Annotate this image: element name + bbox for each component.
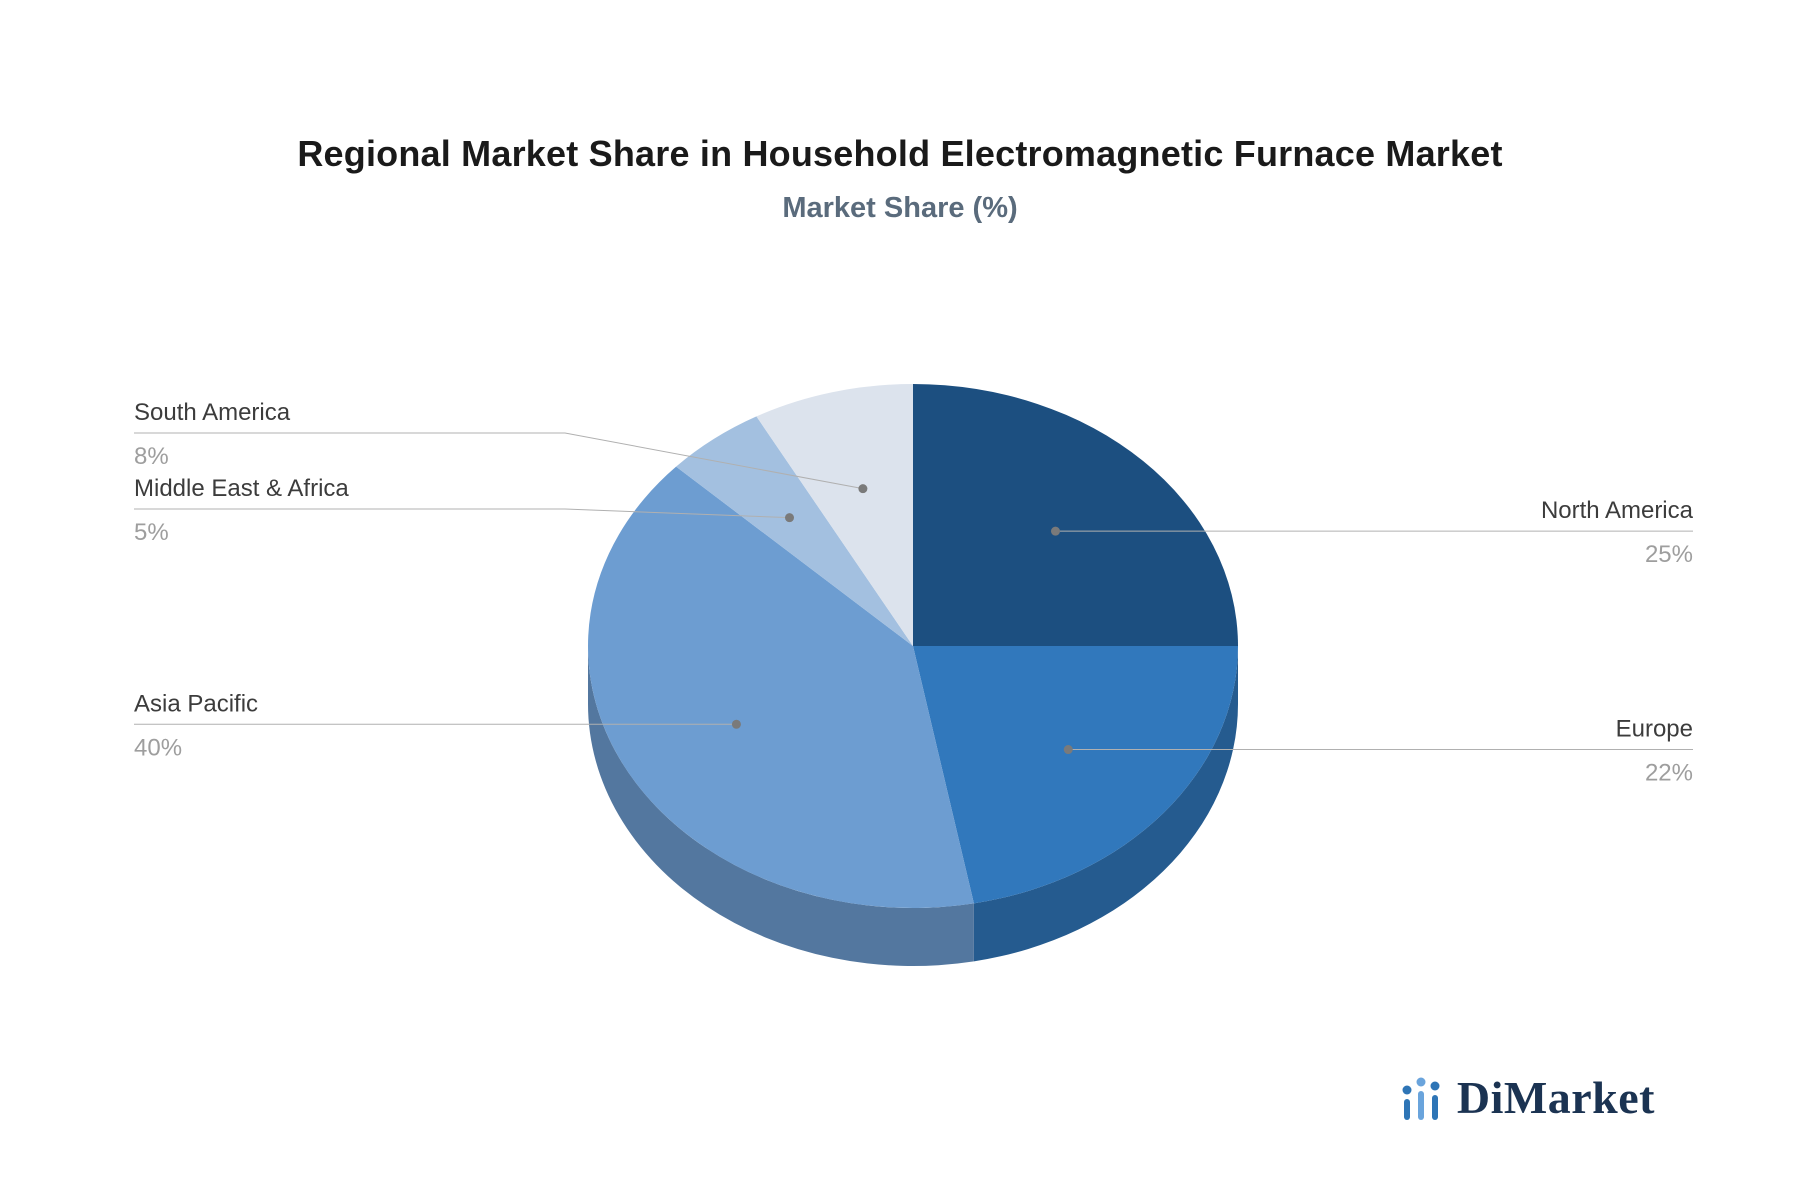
slice-label-middle-east-africa: Middle East & Africa: [134, 475, 349, 502]
leader-dot-north-america: [1050, 526, 1060, 536]
pie-slice-asia-pacific[interactable]: [588, 466, 974, 908]
logo-dot-right: [1430, 1081, 1440, 1091]
leader-dot-south-america: [858, 484, 868, 494]
logo-bar-right: [1431, 1095, 1438, 1120]
slice-label-north-america: North America: [1541, 497, 1694, 524]
mini-bar-chart-icon: [1402, 1077, 1440, 1120]
slice-value-middle-east-africa: 5%: [134, 519, 169, 546]
pie-slice-depth-asia-pacific: [588, 646, 974, 967]
chart-subtitle: Market Share (%): [782, 192, 1018, 224]
pie-slice-middle-east-africa[interactable]: [676, 416, 913, 646]
leader-dot-middle-east-africa: [785, 513, 794, 523]
brand-logo: DiMarket: [1401, 1070, 1655, 1124]
pie-slice-depth-europe: [973, 646, 1238, 962]
leader-line-south-america: [134, 432, 863, 490]
slice-label-asia-pacific: Asia Pacific: [134, 690, 258, 717]
leader-line-middle-east-africa: [134, 508, 790, 519]
leader-dot-europe: [1063, 745, 1073, 755]
pie-slice-south-america[interactable]: [756, 384, 913, 646]
chart-title: Regional Market Share in Household Elect…: [297, 133, 1503, 174]
slice-label-south-america: South America: [134, 399, 291, 426]
logo-dot-middle: [1416, 1077, 1426, 1087]
slice-label-europe: Europe: [1616, 716, 1693, 743]
pie-slice-north-america[interactable]: [913, 384, 1238, 646]
brand-name: DiMarket: [1456, 1071, 1655, 1123]
logo-dot-left: [1402, 1085, 1412, 1095]
slice-value-europe: 22%: [1645, 760, 1693, 787]
logo-bar-left: [1403, 1099, 1410, 1120]
leader-dot-asia-pacific: [731, 719, 741, 729]
pie-slice-europe[interactable]: [913, 646, 1238, 904]
slice-value-north-america: 25%: [1645, 541, 1693, 568]
logo-bar-middle: [1417, 1091, 1424, 1120]
slice-value-south-america: 8%: [134, 443, 169, 470]
slice-value-asia-pacific: 40%: [134, 734, 182, 761]
